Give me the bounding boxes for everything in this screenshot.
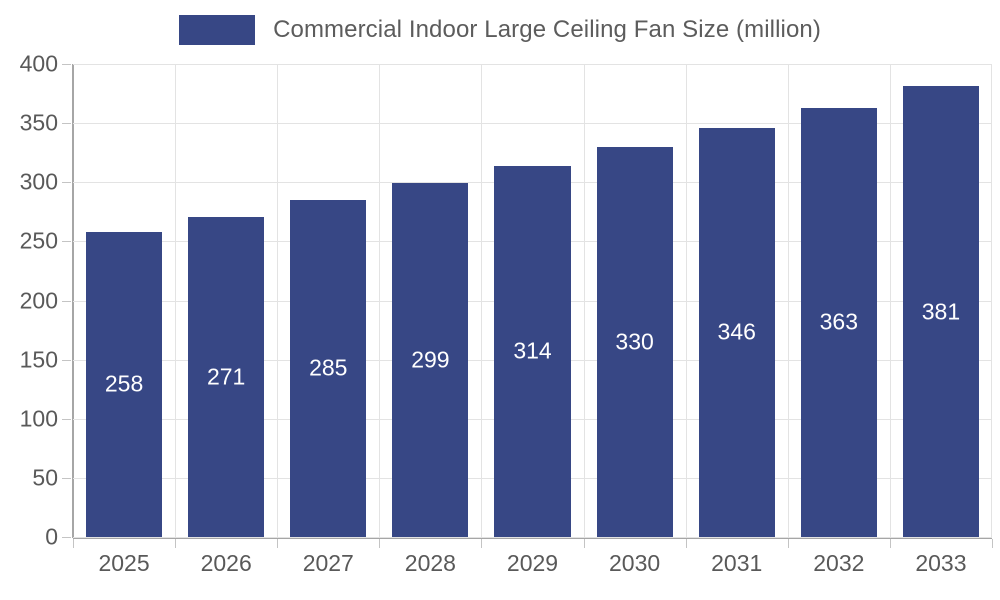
x-axis-tick-mark [685, 539, 687, 548]
bar[interactable] [494, 165, 571, 537]
x-axis-tick-mark [73, 539, 74, 548]
bar[interactable] [596, 146, 673, 537]
x-axis-tick-mark [992, 539, 993, 548]
x-axis-tick-label: 2031 [711, 550, 763, 576]
gridline-horizontal [73, 537, 992, 538]
y-axis-tick-mark [62, 123, 71, 125]
y-axis-tick-mark [62, 64, 71, 65]
y-axis-tick-label: 100 [19, 405, 58, 432]
bar[interactable] [698, 127, 775, 537]
x-axis-tick-label: 2032 [813, 550, 865, 576]
y-axis-tick-label: 50 [32, 464, 58, 491]
x-axis-tick-label: 2029 [506, 550, 559, 576]
bar-value-label: 381 [921, 298, 961, 325]
bar-value-label: 346 [717, 318, 756, 345]
x-axis-tick-label: 2028 [404, 550, 456, 576]
gridline-vertical [890, 64, 891, 537]
bar-value-label: 314 [513, 337, 552, 364]
gridline-horizontal [73, 123, 992, 125]
x-axis-tick-label: 2033 [915, 550, 967, 576]
legend-swatch-icon [179, 15, 256, 45]
plot-area: 258 271 285 299 314 330 346 363 381 [73, 64, 992, 538]
gridline-vertical [379, 64, 380, 537]
x-axis-tick-mark [175, 539, 177, 548]
y-axis-tick-mark [62, 182, 71, 184]
x-axis-tick-mark [277, 539, 279, 548]
bar[interactable] [902, 86, 979, 537]
y-axis-tick-mark [62, 537, 71, 538]
y-axis-tick-label: 300 [19, 168, 58, 195]
bar-value-label: 258 [104, 370, 144, 397]
gridline-vertical [175, 64, 176, 537]
bar-value-label: 363 [819, 308, 859, 335]
y-axis-tick-label: 350 [19, 109, 58, 136]
y-axis-tick-label: 150 [19, 346, 58, 373]
gridline-vertical [991, 64, 992, 537]
x-axis-tick-mark [787, 539, 789, 548]
gridline-vertical [481, 64, 482, 537]
x-axis-tick-label: 2030 [609, 550, 661, 576]
bar[interactable] [86, 231, 163, 537]
gridline-vertical [686, 64, 687, 537]
x-axis-line [73, 537, 992, 539]
bar[interactable] [800, 107, 877, 537]
y-axis-tick-label: 0 [45, 523, 58, 550]
bar[interactable] [392, 183, 469, 537]
gridline-vertical [788, 64, 789, 537]
y-axis-tick-mark [62, 300, 71, 302]
y-axis-tick-label: 400 [19, 50, 58, 77]
y-axis-tick-label: 200 [19, 287, 58, 313]
x-axis-tick-mark [379, 539, 381, 548]
x-axis-tick-mark [889, 539, 891, 548]
bar[interactable] [290, 199, 367, 537]
x-axis-tick-label: 2027 [302, 550, 354, 576]
x-axis-tick-mark [583, 539, 585, 548]
bar-value-label: 285 [309, 354, 348, 381]
bar-value-label: 330 [615, 328, 654, 355]
gridline-vertical [277, 64, 278, 537]
legend-label: Commercial Indoor Large Ceiling Fan Size… [273, 16, 821, 43]
bar-value-label: 271 [206, 363, 246, 390]
legend-entry[interactable]: Commercial Indoor Large Ceiling Fan Size… [179, 15, 821, 45]
x-axis-tick-label: 2026 [200, 550, 252, 576]
bar-value-label: 299 [411, 346, 450, 373]
x-axis-tick-mark [481, 539, 483, 548]
y-axis-tick-mark [62, 418, 71, 420]
y-axis-tick-mark [62, 241, 71, 243]
bar[interactable] [188, 216, 265, 537]
y-axis-tick-mark [62, 477, 71, 479]
y-axis-tick-mark [62, 359, 71, 361]
x-axis-tick-label: 2025 [98, 550, 150, 576]
gridline-horizontal [73, 64, 992, 65]
gridline-vertical [584, 64, 585, 537]
chart-legend: Commercial Indoor Large Ceiling Fan Size… [0, 12, 1000, 48]
y-axis-tick-label: 250 [19, 227, 58, 254]
